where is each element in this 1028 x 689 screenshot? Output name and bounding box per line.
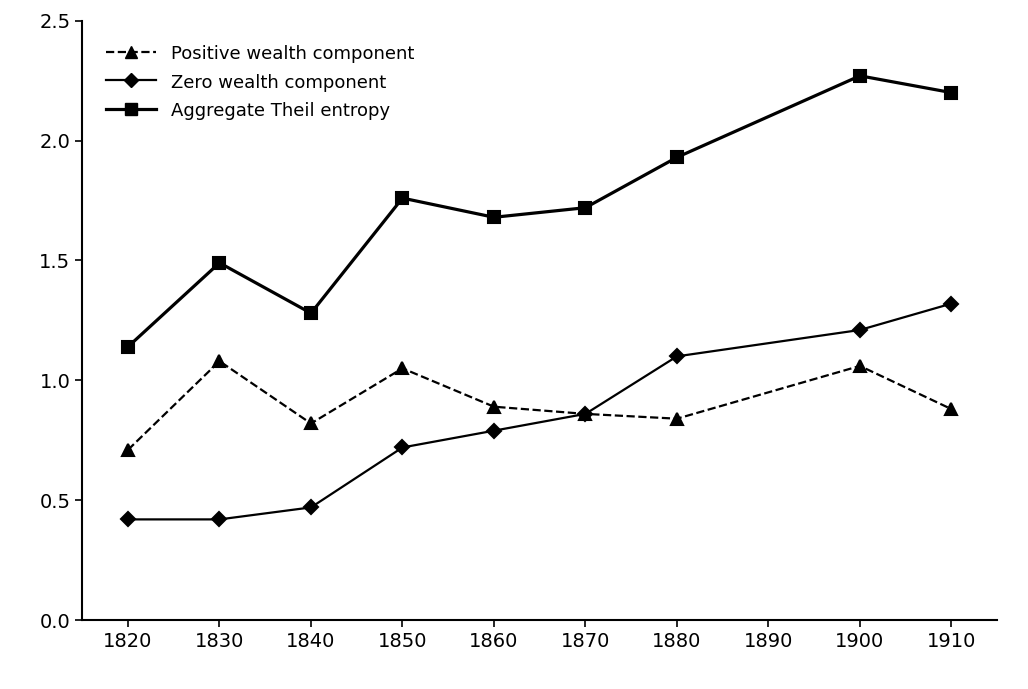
Legend: Positive wealth component, Zero wealth component, Aggregate Theil entropy: Positive wealth component, Zero wealth c… <box>91 30 429 134</box>
